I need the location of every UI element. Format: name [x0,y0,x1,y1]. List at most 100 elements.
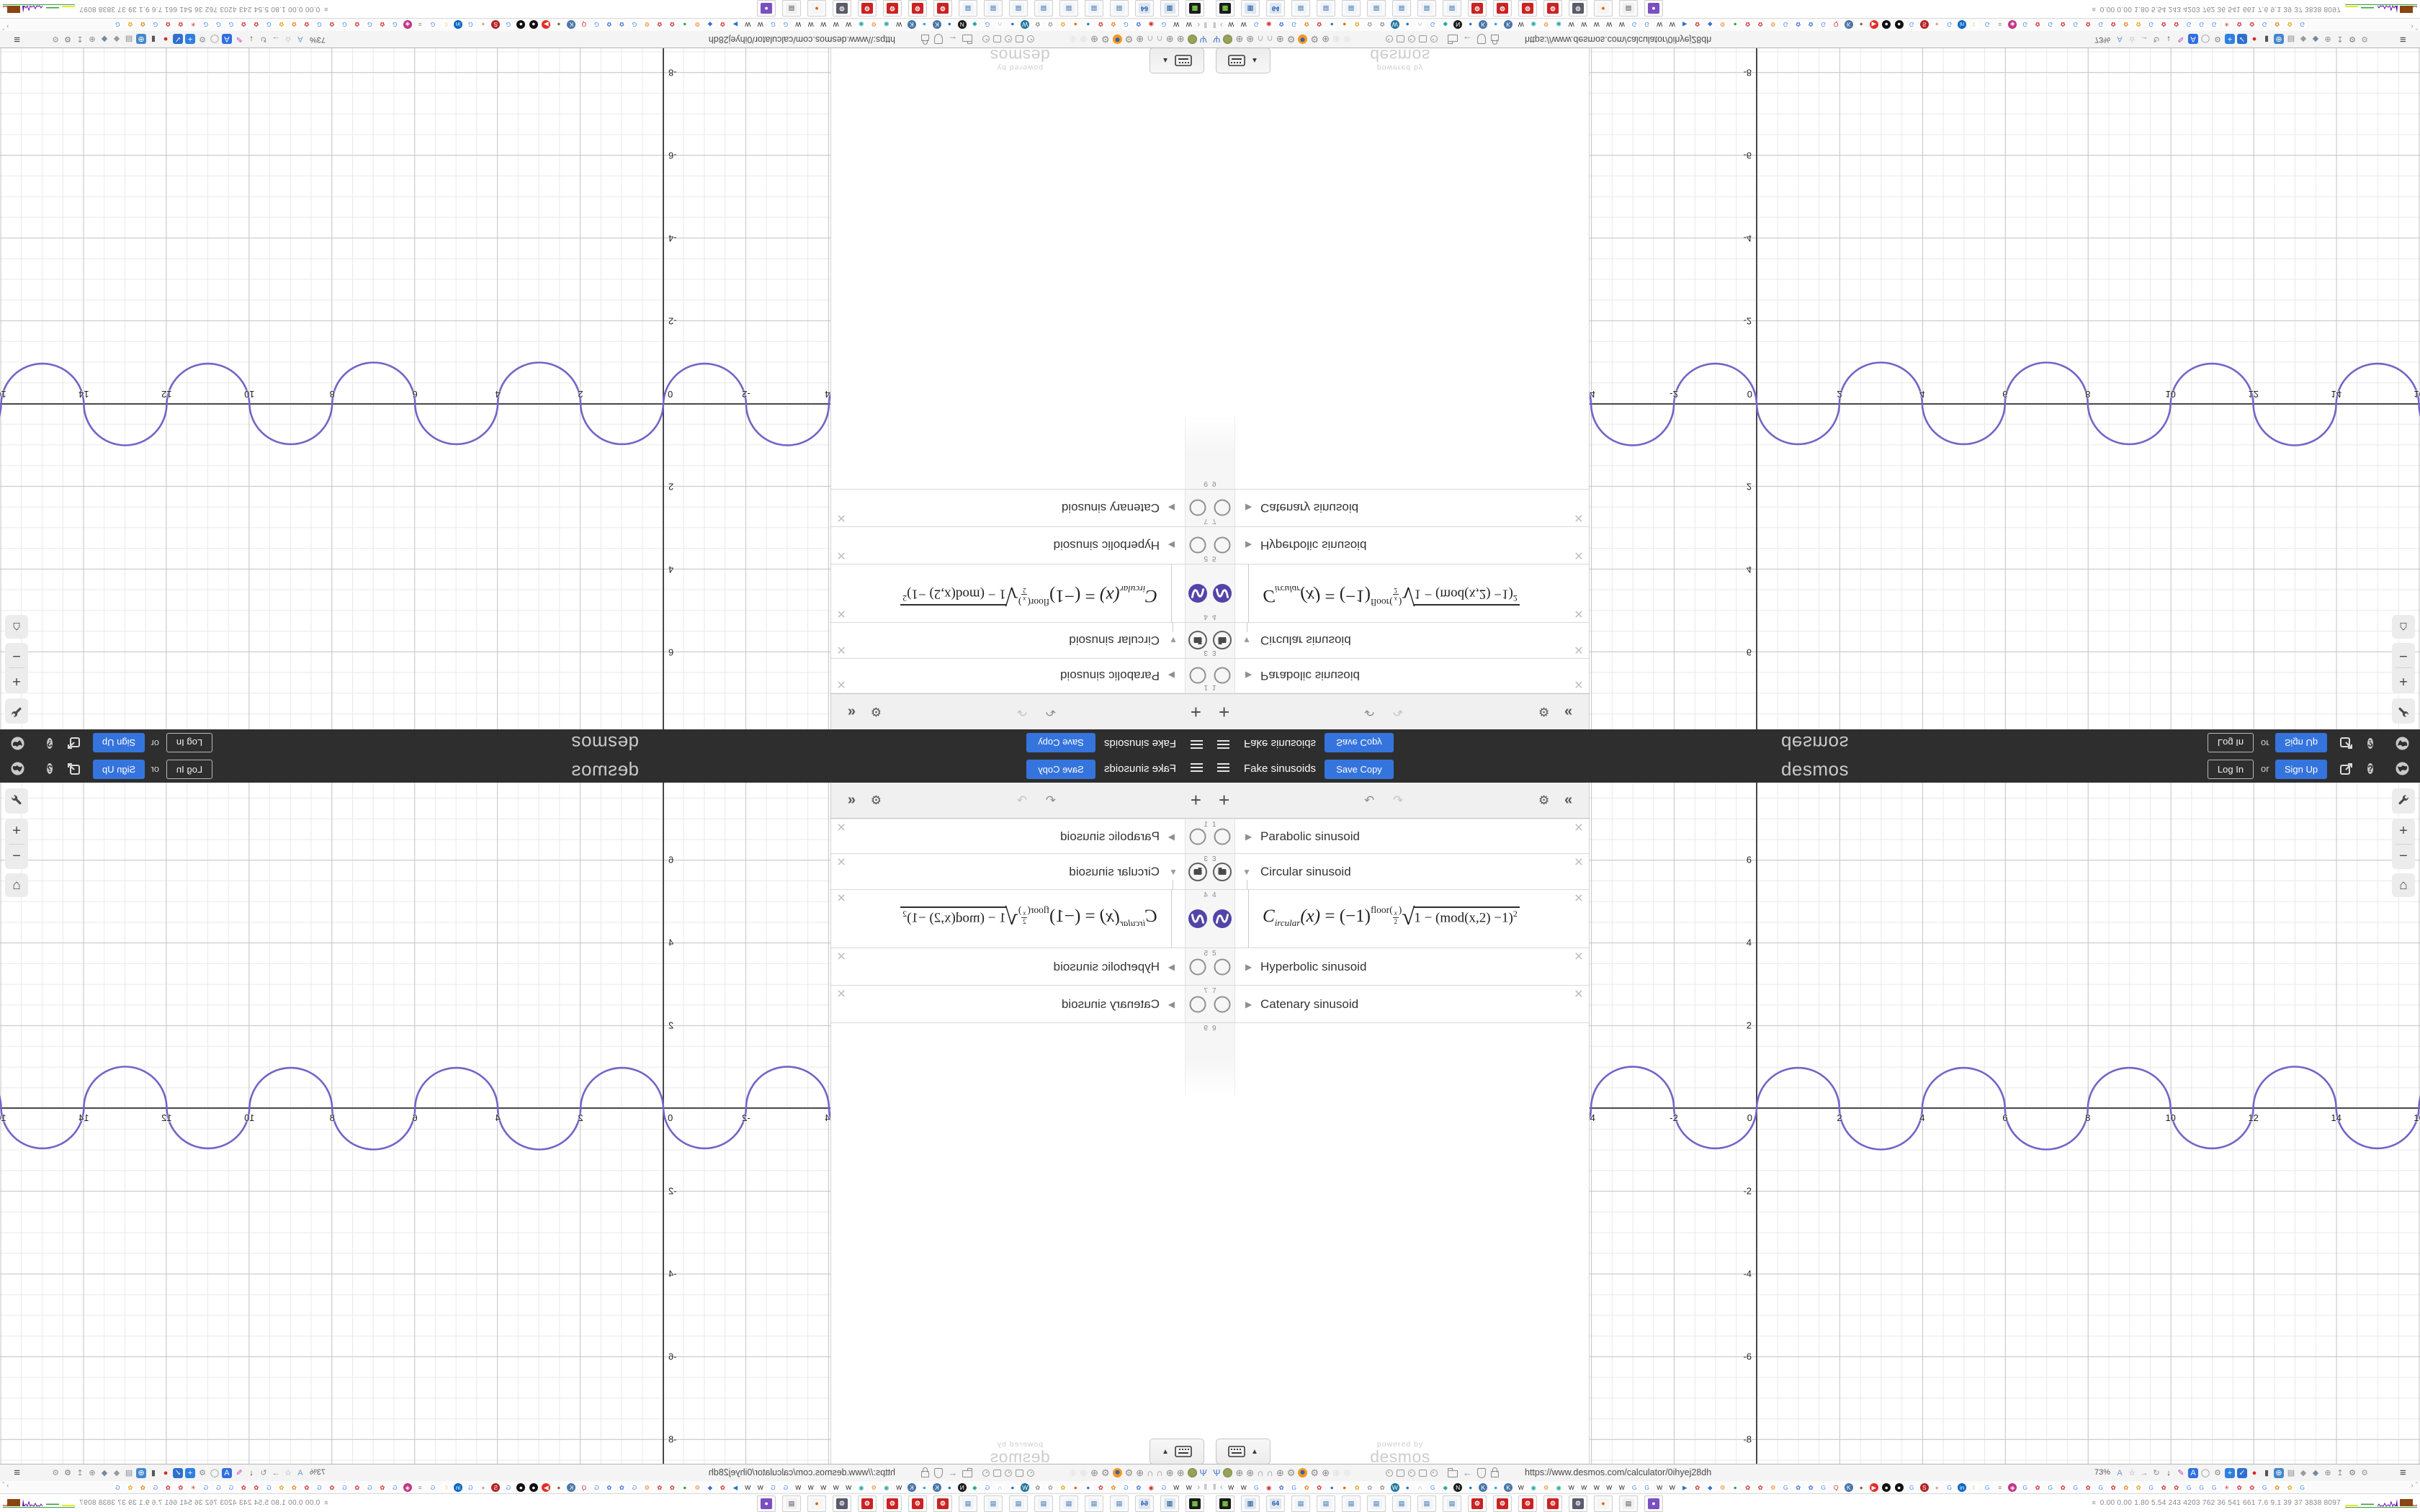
expression-row-folder[interactable]: 5 ▶ Hyperbolic sinusoid × [1210,526,1589,564]
bookmark-favicon[interactable]: ◆ [1440,20,1450,30]
show-keyboard-button[interactable]: ▲ [1216,1439,1270,1464]
save-copy-button[interactable]: Save Copy [1325,760,1394,779]
graph-settings-wrench-button[interactable] [2392,698,2415,724]
show-keyboard-button[interactable]: ▲ [1150,48,1204,73]
taskbar-app-icon[interactable]: ▥ [1245,1498,1256,1509]
bookmark-favicon[interactable]: ⚙ [1768,20,1778,30]
taskbar-button[interactable]: ▤ [1392,1495,1411,1512]
redo-icon[interactable]: ↷ [1016,793,1027,807]
taskbar-button[interactable]: ▤ [1009,0,1028,17]
taskbar-app-icon[interactable]: ▤ [1371,3,1382,14]
bookmark-favicon[interactable]: ✿ [176,20,185,30]
bookmark-favicon[interactable]: ✿ [277,20,286,30]
address-url[interactable]: https://www.desmos.com/calculator/0ihyej… [1525,35,1712,45]
bookmark-favicon[interactable]: G [113,1482,122,1492]
gear-icon[interactable]: ⚙ [1310,1467,1319,1478]
taskbar-app-icon[interactable]: 64 [1139,1498,1150,1509]
taskbar-button[interactable]: ⚙ [833,1495,851,1512]
bookmark-favicon[interactable]: W [1605,1482,1614,1492]
globe-icon[interactable]: ⊕ [1136,1467,1144,1478]
gear-icon[interactable]: ⚙ [1101,1467,1110,1478]
bookmark-favicon[interactable]: ● [680,1482,689,1492]
taskbar-app-icon[interactable]: ▤ [1446,3,1458,14]
folder-icon[interactable] [1448,1468,1458,1477]
help-icon[interactable]: ? [2367,738,2373,749]
taskbar-button[interactable]: 64 [1266,1495,1285,1512]
taskbar-button[interactable]: ▤ [1059,1495,1078,1512]
expression-gutter-cell[interactable]: 5 [1210,948,1235,985]
bookmark-favicon[interactable]: ▶ [1869,1482,1878,1492]
home-button[interactable]: ⌂ [2392,615,2415,639]
close-icon[interactable]: × [837,642,846,658]
bookmark-favicon[interactable]: Q [579,1482,588,1492]
save-copy-button[interactable]: Save Copy [1026,733,1095,752]
headset-icon[interactable]: ∩ [1266,1467,1273,1478]
globe-icon[interactable]: ⊕ [1322,1467,1330,1478]
bookmark-favicon[interactable]: G [2260,1482,2269,1492]
bookmark-favicon[interactable]: G [2260,20,2269,30]
close-icon[interactable]: × [1574,547,1583,564]
bookmark-favicon[interactable]: G [2045,1482,2055,1492]
bookmark-favicon[interactable]: ✿ [1046,1482,1055,1492]
taskbar-app-icon[interactable]: ▤ [1295,3,1307,14]
bookmark-favicon[interactable]: ⚙ [693,20,702,30]
bookmark-favicon[interactable]: ◆ [1706,20,1715,30]
bookmark-favicon[interactable]: ◉ [882,20,891,30]
bookmark-favicon[interactable]: ✳ [189,20,198,30]
bookmark-favicon[interactable]: ✳ [2222,20,2231,30]
gear-icon[interactable]: ⚙ [2214,1468,2221,1477]
taskbar-button[interactable]: ⚙ [933,0,952,17]
caret-expanded-icon[interactable]: ▼ [1242,866,1251,877]
wrench-icon[interactable]: ⚙ [1286,1467,1296,1478]
taskbar-app-icon[interactable]: ● [1648,1498,1659,1509]
trash-icon[interactable]: ▮ [151,1468,156,1477]
folder-circle-icon[interactable] [1189,996,1206,1012]
zoom-in-button[interactable]: + [2399,673,2408,689]
bookmark-favicon[interactable]: ⚙ [1718,1482,1727,1492]
bookmark-favicon[interactable]: ∩ [995,20,1005,30]
mouse-icon[interactable]: ◯ [2200,35,2210,44]
bookmark-favicon[interactable]: K [1844,1482,1853,1492]
bookmark-favicon[interactable]: ● [1340,1482,1349,1492]
home-button[interactable]: ⌂ [5,873,28,897]
bookmark-favicon[interactable]: ● [529,1482,538,1492]
expression-gutter-cell[interactable]: 5 [1210,527,1235,564]
bookmark-favicon[interactable]: G [2184,1482,2194,1492]
taskbar-button[interactable]: 64 [1266,0,1285,17]
claw-icon[interactable]: Ѱ [1213,34,1221,45]
undo-icon[interactable]: ↶ [1045,705,1056,719]
bookmark-favicon[interactable]: G [2020,1482,2030,1492]
bookmark-favicon[interactable]: G [1289,1482,1299,1492]
add-expression-button[interactable]: + [1219,701,1230,723]
bookmark-favicon[interactable]: ● [1894,20,1904,30]
bookmark-favicon[interactable]: K [1504,20,1513,30]
bookmark-favicon[interactable]: W [1655,20,1664,30]
bookmark-favicon[interactable]: ✿ [1365,20,1374,30]
bookmark-favicon[interactable]: W [1516,20,1525,30]
bookmark-favicon[interactable]: ☾ [441,1482,450,1492]
bookmark-favicon[interactable]: G [2210,20,2219,30]
caret-collapsed-icon[interactable]: ▶ [1245,831,1252,842]
caret-collapsed-icon[interactable]: ▶ [1168,961,1175,972]
wrench-icon[interactable]: ⚙ [1286,34,1296,45]
bookmark-favicon[interactable]: G [2096,1482,2105,1492]
gear-icon[interactable]: ⚙ [52,35,59,44]
bookmark-favicon[interactable]: ⚙ [1768,1482,1778,1492]
bookmark-favicon[interactable]: W [819,1482,828,1492]
taskbar-app-icon[interactable]: ▤ [1623,3,1634,14]
taskbar-app-icon[interactable]: ⚙ [937,3,949,14]
expression-row-folder[interactable]: 1 ▶ Parabolic sinusoid × [1210,819,1589,854]
add-expression-button[interactable]: + [1219,789,1230,811]
bookmark-favicon[interactable]: ◆ [970,20,980,30]
graph-paper[interactable]: -4 -2 0 2 4 6 8 10 12 14 16 6 4 2 -2 -4 -6 -8 + − ⌂ [0,783,830,1464]
bookmark-favicon[interactable]: ▶ [730,1482,740,1492]
expression-row-folder-open[interactable]: 3 ▼ Circular sinusoid × [831,854,1210,890]
bookmark-favicon[interactable]: G [781,20,790,30]
bookmark-favicon[interactable]: W [794,20,803,30]
expression-gutter-cell[interactable]: 4 [1185,564,1210,622]
bookmark-favicon[interactable]: ✿ [1134,1482,1143,1492]
browser-menu-icon[interactable]: ≡ [2400,1467,2406,1479]
bookmark-favicon[interactable]: W [1567,1482,1576,1492]
hamburger-menu-icon[interactable] [1191,763,1203,773]
bookmark-favicon[interactable]: G [982,20,992,30]
